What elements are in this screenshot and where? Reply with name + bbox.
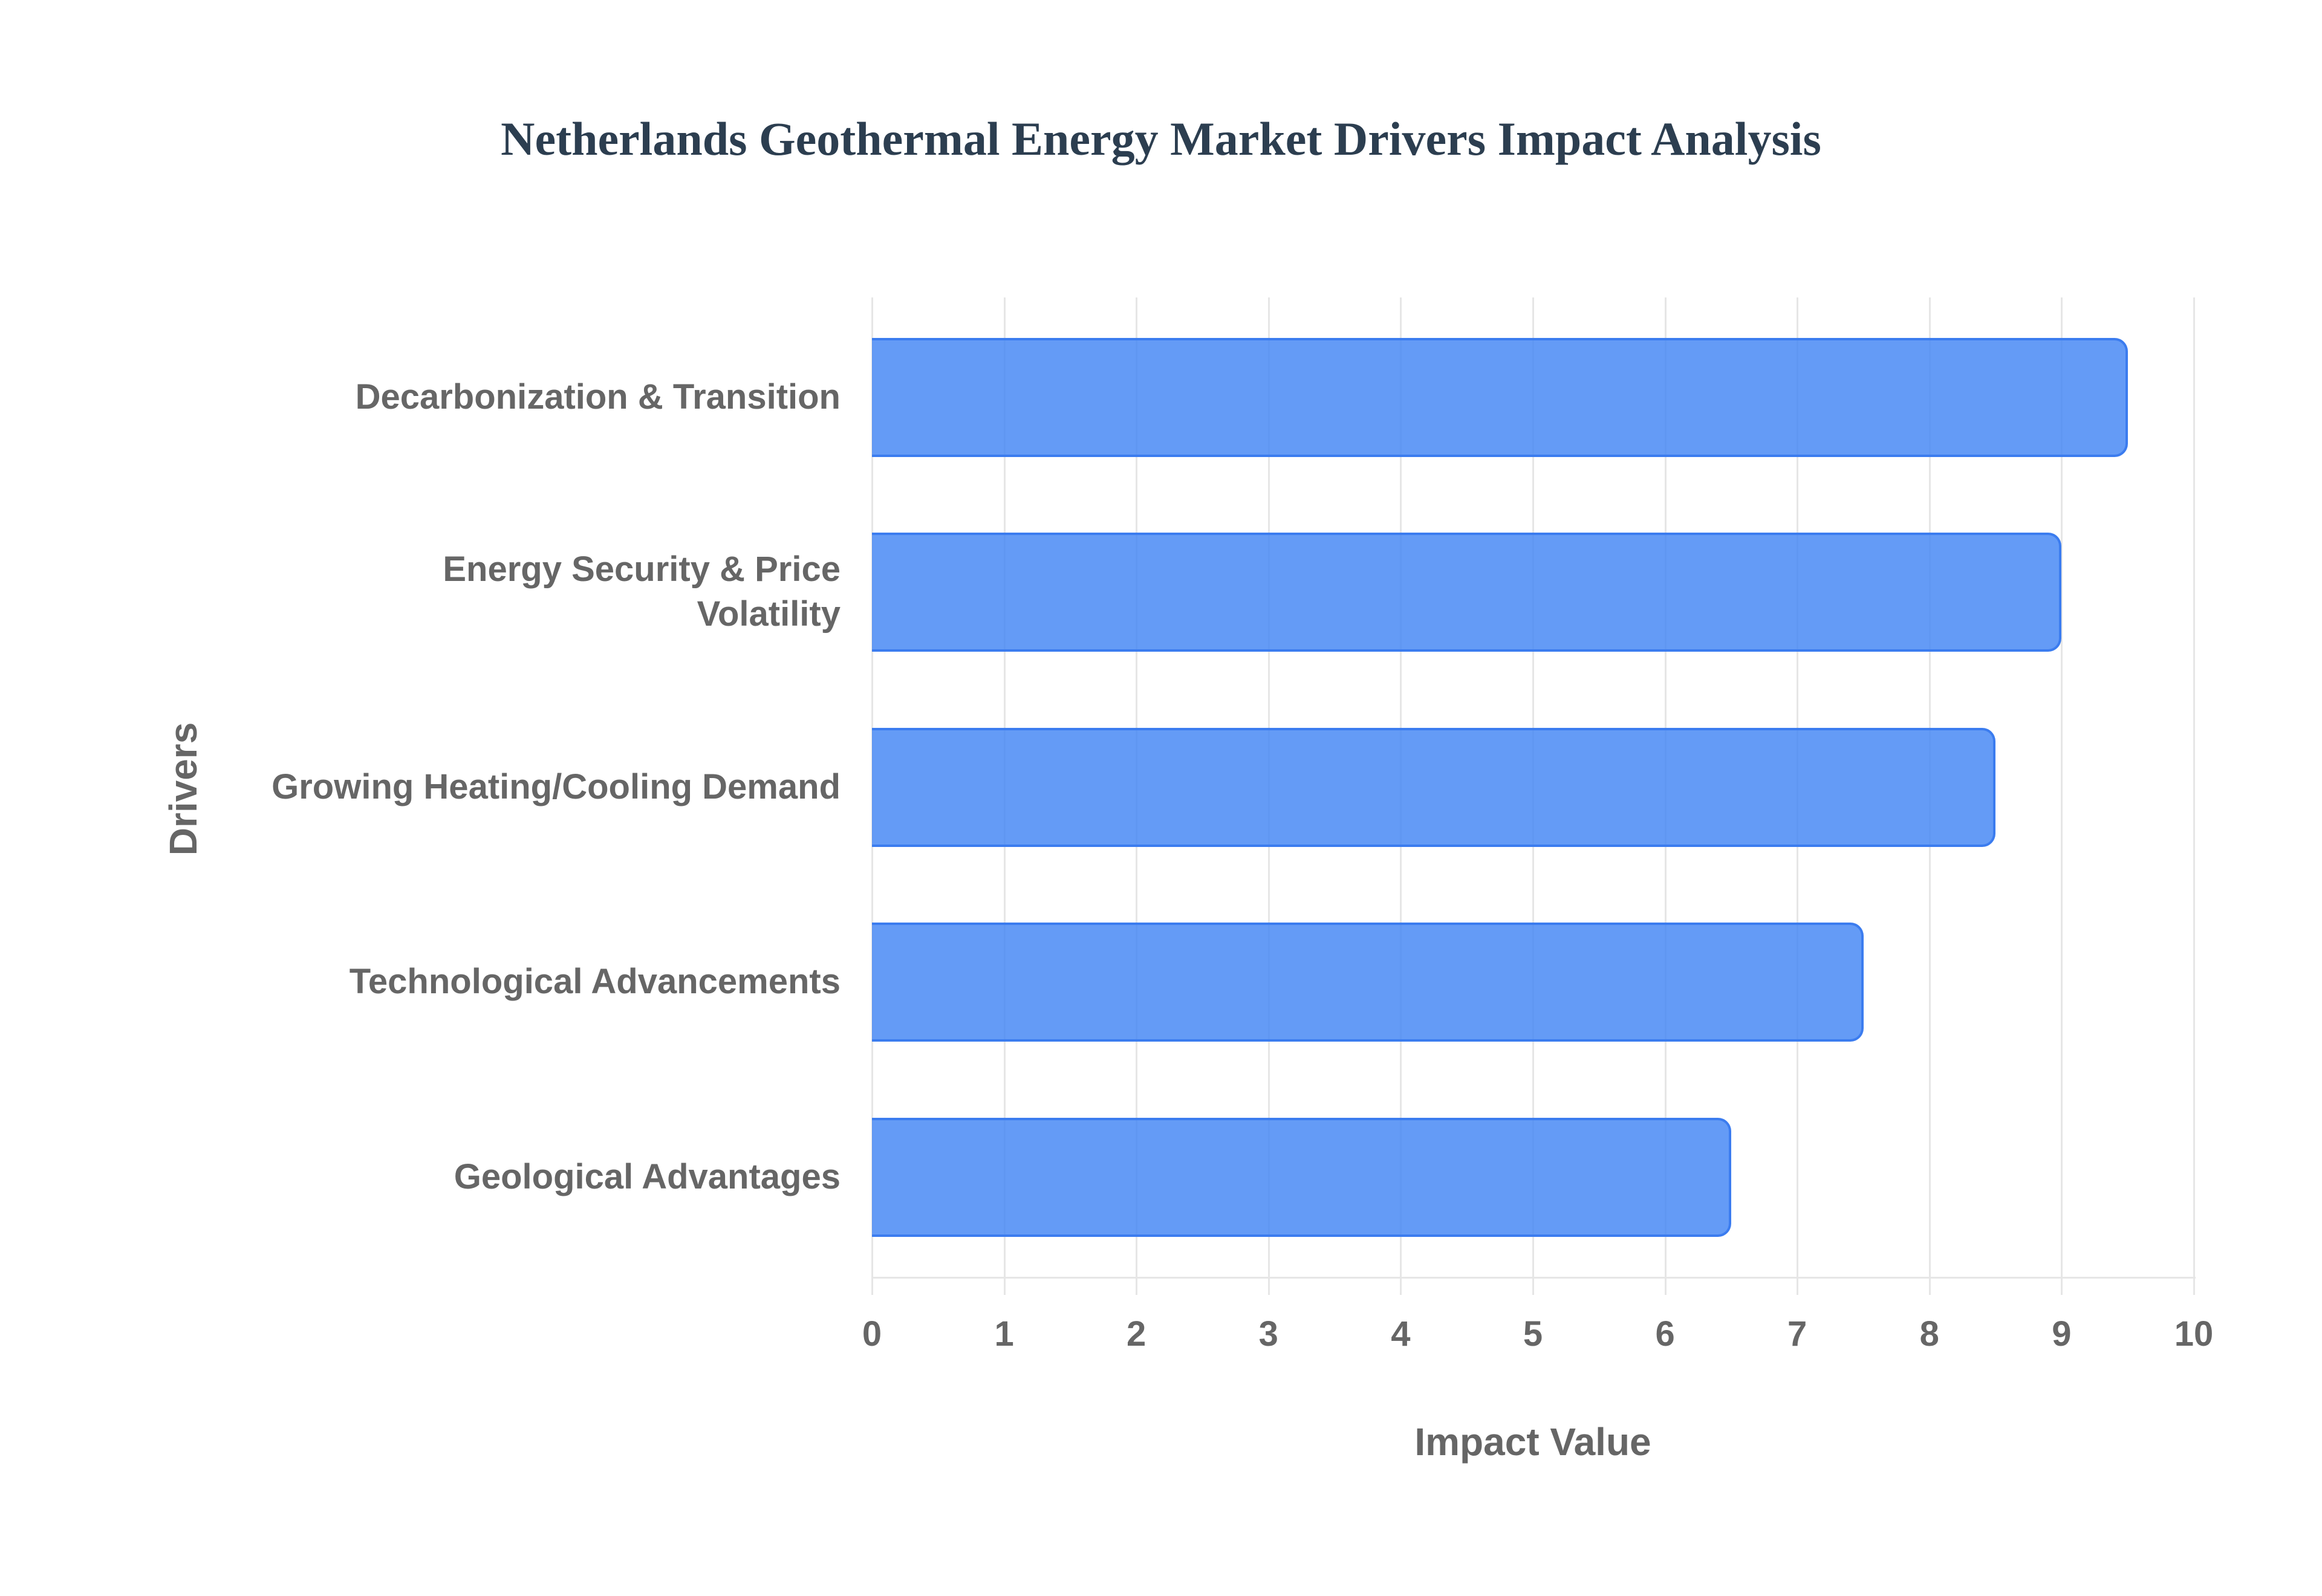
x-axis-tick-label: 2 (1127, 1314, 1146, 1354)
plot-area (871, 297, 2196, 1295)
gridline (2061, 297, 2063, 1295)
y-axis-title: Drivers (161, 722, 205, 856)
bar[interactable] (872, 923, 1864, 1042)
bar[interactable] (872, 728, 1996, 847)
bar[interactable] (872, 1118, 1731, 1237)
gridline (2193, 297, 2195, 1295)
x-axis-tick-label: 9 (2052, 1314, 2072, 1354)
y-axis-label: Technological Advancements (175, 959, 841, 1004)
y-axis-label-line: Volatility (697, 594, 841, 634)
x-axis-tick-label: 6 (1655, 1314, 1675, 1354)
y-axis-label-line: Technological Advancements (349, 962, 841, 1001)
y-axis-label-line: Geological Advantages (454, 1157, 841, 1196)
y-axis-label-line: Growing Heating/Cooling Demand (272, 767, 841, 806)
y-axis-label: Growing Heating/Cooling Demand (175, 765, 841, 809)
y-axis-label: Geological Advantages (175, 1155, 841, 1199)
x-axis-tick-label: 8 (1919, 1314, 1939, 1354)
bar[interactable] (872, 338, 2128, 457)
x-axis-tick-label: 3 (1258, 1314, 1278, 1354)
y-axis-label: Decarbonization & Transition (175, 375, 841, 420)
x-axis-tick-label: 7 (1787, 1314, 1807, 1354)
x-axis-title: Impact Value (1414, 1420, 1651, 1464)
x-axis-tick-label: 4 (1391, 1314, 1411, 1354)
chart-title: Netherlands Geothermal Energy Market Dri… (501, 112, 1821, 165)
y-axis-label-line: Decarbonization & Transition (355, 377, 841, 417)
x-axis-tick-label: 5 (1523, 1314, 1543, 1354)
x-axis-tick-label: 10 (2174, 1314, 2214, 1354)
bar[interactable] (872, 533, 2062, 652)
x-axis-tick-label: 1 (994, 1314, 1014, 1354)
x-axis-tick-label: 0 (862, 1314, 882, 1354)
y-axis-label: Energy Security & Price Volatility (175, 547, 841, 637)
y-axis-label-line: Energy Security & Price (443, 550, 841, 589)
x-axis-line (872, 1277, 2196, 1279)
